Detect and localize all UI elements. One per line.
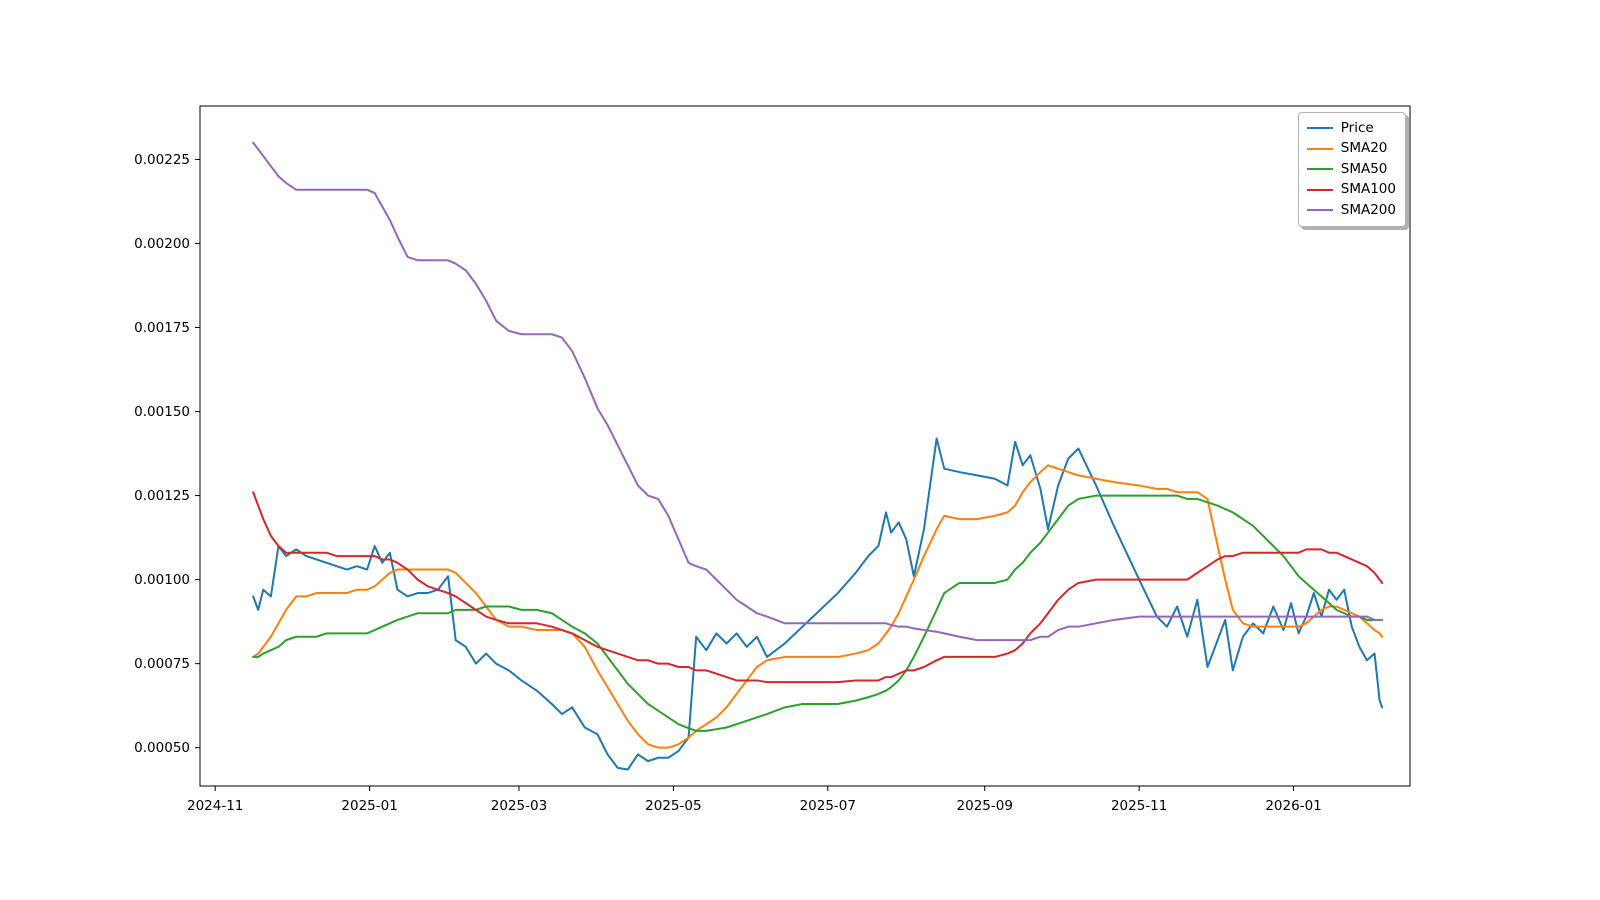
legend-item-sma200: SMA200 <box>1306 200 1396 221</box>
legend-item-sma20: SMA20 <box>1306 139 1396 160</box>
y-tick-label: 0.00150 <box>134 404 190 420</box>
legend-item-sma100: SMA100 <box>1306 180 1396 201</box>
legend-line-swatch <box>1306 188 1333 191</box>
series-line-sma20 <box>252 464 1384 749</box>
series-line-sma100 <box>252 491 1384 684</box>
legend-line-swatch <box>1306 147 1333 150</box>
x-tick-label: 2025-07 <box>800 798 856 814</box>
legend-item-price: Price <box>1306 118 1396 139</box>
x-tick-label: 2025-05 <box>645 798 701 814</box>
x-tick-label: 2024-11 <box>187 798 243 814</box>
y-tick-label: 0.00175 <box>134 320 190 336</box>
series-line-price <box>252 437 1384 771</box>
series-line-sma50 <box>252 494 1384 732</box>
x-tick-label: 2025-03 <box>491 798 547 814</box>
x-tick-label: 2025-11 <box>1111 798 1167 814</box>
legend-label: SMA50 <box>1340 160 1388 177</box>
series-line-sma200 <box>252 141 1384 642</box>
x-tick-label: 2026-01 <box>1265 798 1321 814</box>
y-tick-label: 0.00225 <box>134 152 190 168</box>
plot-frame <box>199 105 1411 787</box>
legend-label: SMA200 <box>1340 201 1396 218</box>
y-tick-label: 0.00200 <box>134 236 190 252</box>
x-tick-label: 2025-09 <box>957 798 1013 814</box>
legend-line-swatch <box>1306 127 1333 130</box>
y-tick-label: 0.00050 <box>134 740 190 756</box>
legend-label: Price <box>1340 119 1374 136</box>
legend-label: SMA20 <box>1340 140 1388 156</box>
legend-line-swatch <box>1306 168 1333 171</box>
legend-item-sma50: SMA50 <box>1306 159 1396 180</box>
legend-line-swatch <box>1306 209 1333 212</box>
x-tick-label: 2025-01 <box>341 798 397 814</box>
y-tick-label: 0.00100 <box>134 572 190 588</box>
y-tick-label: 0.00125 <box>134 488 190 504</box>
y-tick-label: 0.00075 <box>134 656 190 672</box>
legend: Price SMA20 SMA50 SMA100 SMA200 <box>1297 112 1406 227</box>
legend-label: SMA100 <box>1340 181 1396 197</box>
